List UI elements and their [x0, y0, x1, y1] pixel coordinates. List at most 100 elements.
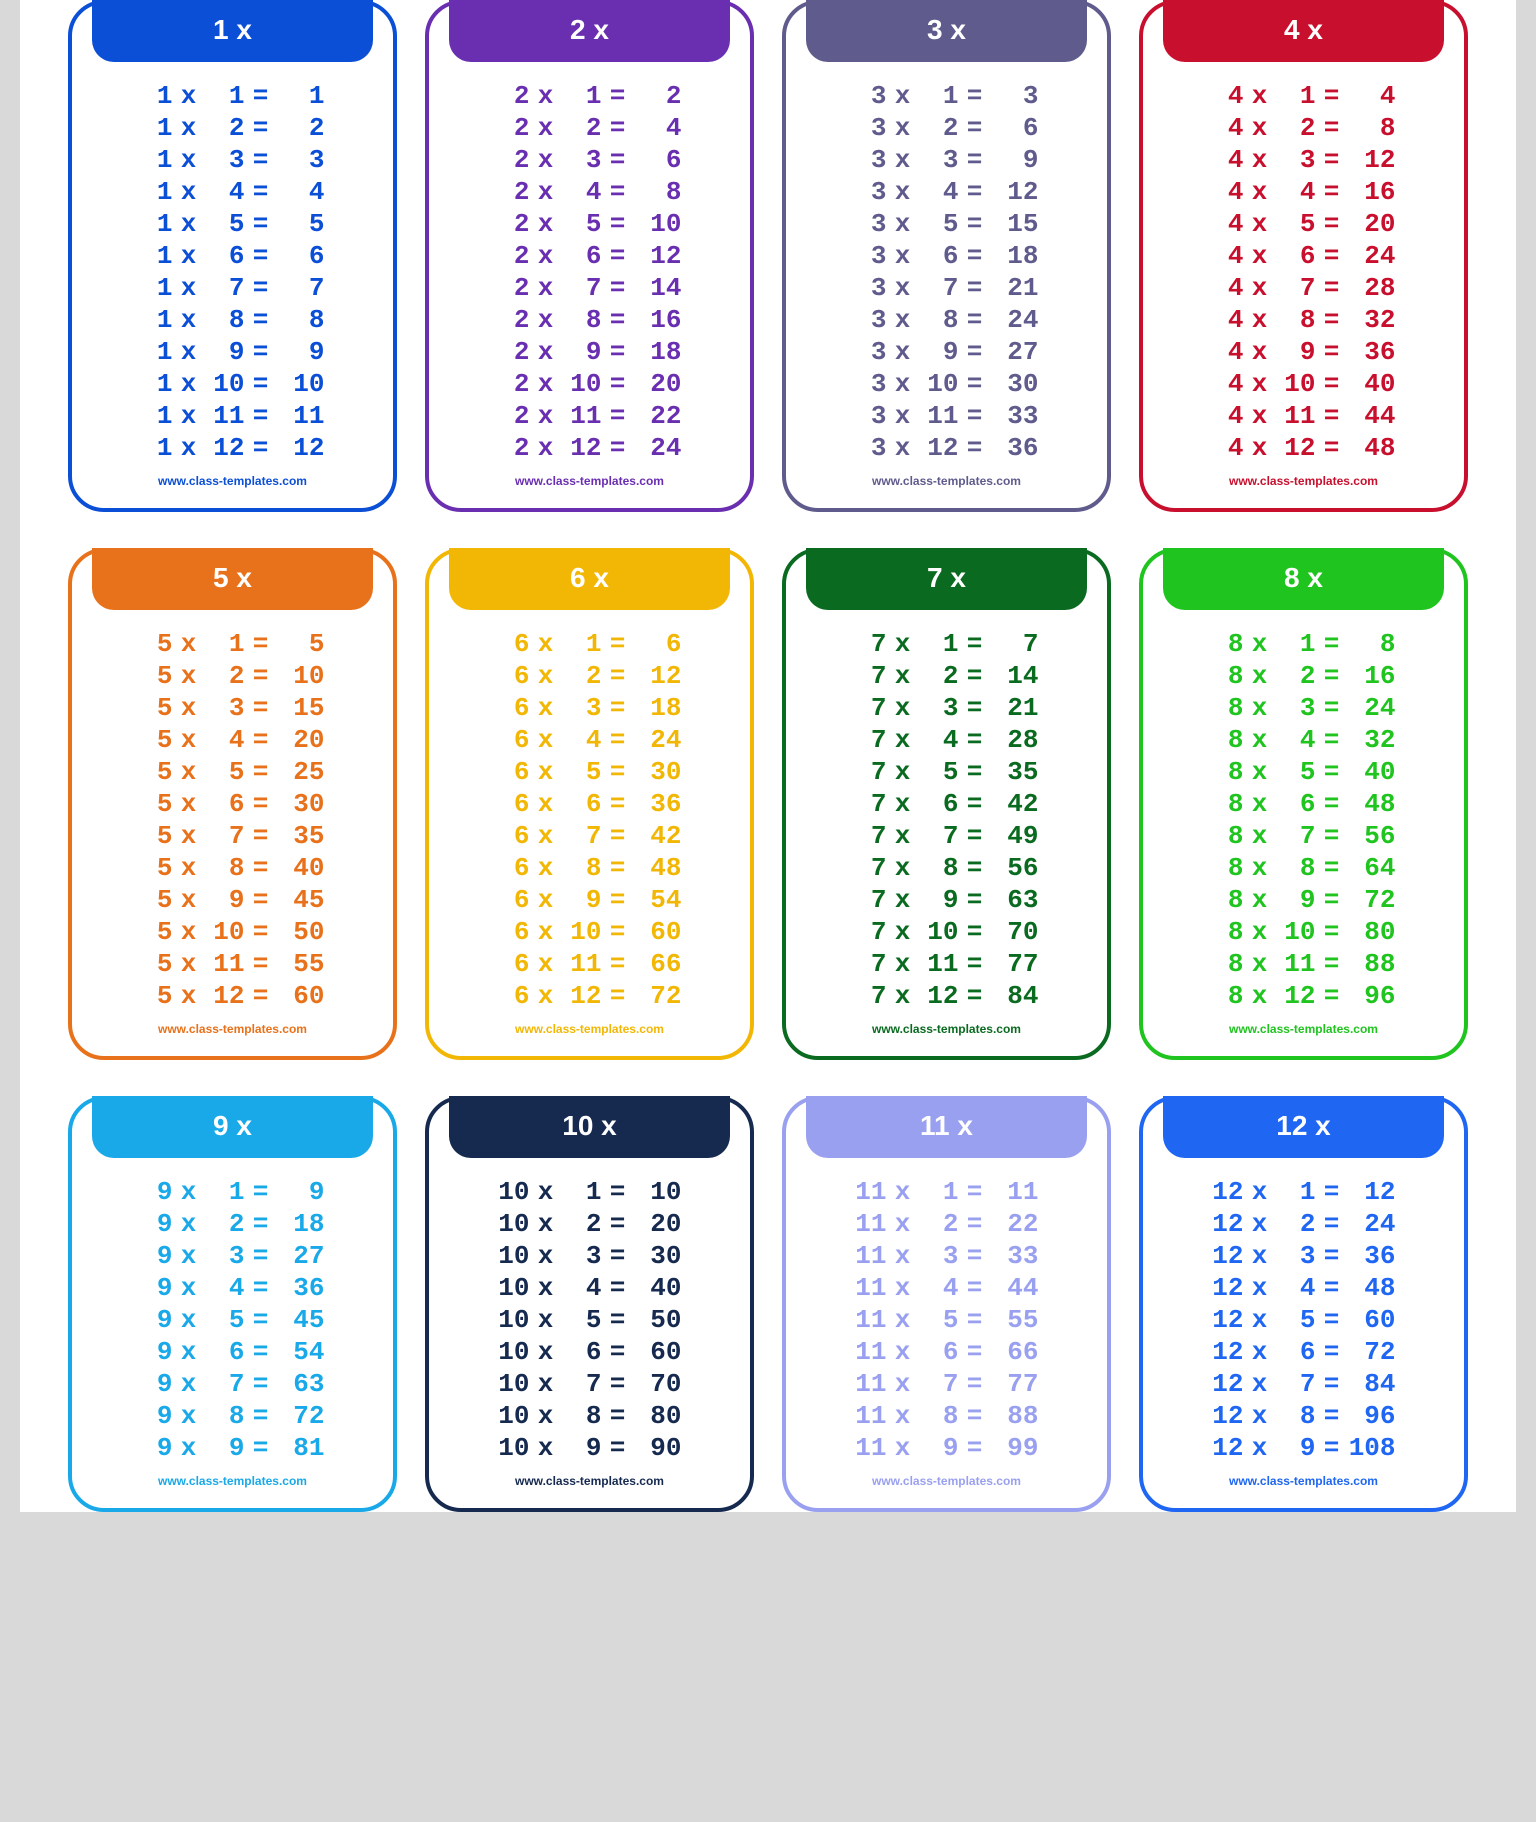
multiplicand: 10	[498, 1371, 530, 1397]
equation-row: 3x2=6	[812, 112, 1081, 144]
multiplier: 12	[562, 435, 602, 461]
equation-row: 5x8=40	[98, 852, 367, 884]
equation-row: 6x10=60	[455, 916, 724, 948]
times-symbol: x	[891, 1403, 915, 1429]
equation-row: 8x9=72	[1169, 884, 1438, 916]
equation-row: 6x11=66	[455, 948, 724, 980]
equals-symbol: =	[606, 983, 630, 1009]
equals-symbol: =	[1320, 919, 1344, 945]
multiplier: 2	[919, 1211, 959, 1237]
multiplicand: 10	[498, 1307, 530, 1333]
times-symbol: x	[891, 339, 915, 365]
product: 14	[634, 275, 682, 301]
multiplier: 12	[205, 435, 245, 461]
times-symbol: x	[891, 211, 915, 237]
times-symbol: x	[1248, 663, 1272, 689]
times-symbol: x	[534, 435, 558, 461]
multiplicand: 2	[498, 403, 530, 429]
equals-symbol: =	[963, 887, 987, 913]
multiplicand: 6	[498, 727, 530, 753]
product: 81	[277, 1435, 325, 1461]
equals-symbol: =	[1320, 1307, 1344, 1333]
equals-symbol: =	[1320, 371, 1344, 397]
product: 35	[991, 759, 1039, 785]
product: 30	[634, 1243, 682, 1269]
multiplier: 4	[205, 179, 245, 205]
multiplier: 4	[919, 1275, 959, 1301]
equation-row: 2x11=22	[455, 400, 724, 432]
times-symbol: x	[177, 727, 201, 753]
equation-row: 1x9=9	[98, 336, 367, 368]
product: 60	[1348, 1307, 1396, 1333]
times-symbol: x	[1248, 1403, 1272, 1429]
multiplier: 12	[919, 983, 959, 1009]
equation-row: 7x5=35	[812, 756, 1081, 788]
product: 27	[991, 339, 1039, 365]
equation-row: 1x5=5	[98, 208, 367, 240]
multiplicand: 3	[855, 275, 887, 301]
multiplier: 9	[205, 1435, 245, 1461]
multiplier: 6	[1276, 243, 1316, 269]
times-symbol: x	[534, 1275, 558, 1301]
equals-symbol: =	[1320, 307, 1344, 333]
equals-symbol: =	[249, 339, 273, 365]
equation-row: 2x9=18	[455, 336, 724, 368]
product: 10	[277, 663, 325, 689]
multiplicand: 10	[498, 1435, 530, 1461]
times-symbol: x	[534, 307, 558, 333]
page: 1 x1x1=11x2=21x3=31x4=41x5=51x6=61x7=71x…	[20, 0, 1516, 1512]
multiplicand: 8	[1212, 791, 1244, 817]
times-symbol: x	[177, 371, 201, 397]
equation-row: 2x3=6	[455, 144, 724, 176]
times-symbol: x	[1248, 1179, 1272, 1205]
multiplicand: 9	[141, 1307, 173, 1333]
card-rows: 3x1=33x2=63x3=93x4=123x5=153x6=183x7=213…	[786, 80, 1107, 464]
multiplier: 10	[1276, 371, 1316, 397]
equals-symbol: =	[249, 211, 273, 237]
equals-symbol: =	[1320, 1435, 1344, 1461]
equation-row: 5x6=30	[98, 788, 367, 820]
multiplicand: 2	[498, 115, 530, 141]
multiplicand: 12	[1212, 1211, 1244, 1237]
product: 30	[634, 759, 682, 785]
equals-symbol: =	[606, 695, 630, 721]
multiplier: 1	[205, 631, 245, 657]
times-symbol: x	[177, 1307, 201, 1333]
times-symbol: x	[1248, 211, 1272, 237]
multiplicand: 7	[855, 759, 887, 785]
equals-symbol: =	[249, 791, 273, 817]
equals-symbol: =	[963, 1243, 987, 1269]
multiplicand: 9	[141, 1243, 173, 1269]
times-table-card-7: 7 x7x1=77x2=147x3=217x4=287x5=357x6=427x…	[782, 548, 1111, 1060]
equation-row: 6x1=6	[455, 628, 724, 660]
multiplicand: 7	[855, 919, 887, 945]
times-symbol: x	[177, 951, 201, 977]
times-symbol: x	[891, 1211, 915, 1237]
product: 63	[991, 887, 1039, 913]
product: 60	[277, 983, 325, 1009]
times-symbol: x	[177, 1339, 201, 1365]
equation-row: 3x9=27	[812, 336, 1081, 368]
product: 24	[1348, 243, 1396, 269]
equation-row: 3x6=18	[812, 240, 1081, 272]
equals-symbol: =	[963, 1435, 987, 1461]
equals-symbol: =	[606, 759, 630, 785]
times-symbol: x	[534, 759, 558, 785]
multiplier: 3	[205, 1243, 245, 1269]
equation-row: 8x1=8	[1169, 628, 1438, 660]
multiplicand: 7	[855, 855, 887, 881]
multiplicand: 9	[141, 1211, 173, 1237]
equation-row: 6x4=24	[455, 724, 724, 756]
equals-symbol: =	[249, 1339, 273, 1365]
equation-row: 8x4=32	[1169, 724, 1438, 756]
multiplicand: 12	[1212, 1339, 1244, 1365]
multiplier: 4	[562, 727, 602, 753]
equals-symbol: =	[249, 307, 273, 333]
product: 12	[634, 663, 682, 689]
product: 24	[634, 435, 682, 461]
equation-row: 4x4=16	[1169, 176, 1438, 208]
equals-symbol: =	[249, 83, 273, 109]
product: 20	[634, 1211, 682, 1237]
times-table-card-12: 12 x12x1=1212x2=2412x3=3612x4=4812x5=601…	[1139, 1096, 1468, 1512]
multiplier: 6	[919, 791, 959, 817]
